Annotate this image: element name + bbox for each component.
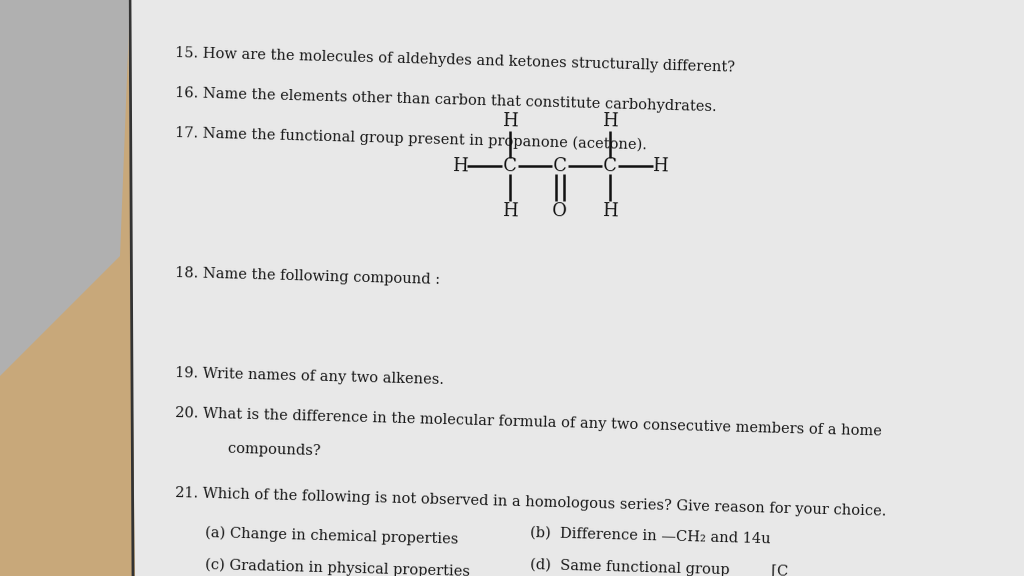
Text: 21. Which of the following is not observed in a homologous series? Give reason f: 21. Which of the following is not observ…: [175, 486, 887, 518]
Text: (b)  Difference in —CH₂ and 14u: (b) Difference in —CH₂ and 14u: [530, 526, 771, 546]
Text: H: H: [602, 112, 618, 130]
Text: 17. Name the functional group present in propanone (acetone).: 17. Name the functional group present in…: [175, 126, 647, 153]
Text: 16. Name the elements other than carbon that constitute carbohydrates.: 16. Name the elements other than carbon …: [175, 86, 717, 114]
Text: C: C: [603, 157, 617, 175]
Text: H: H: [502, 202, 518, 220]
Polygon shape: [0, 0, 130, 376]
Text: (c) Gradation in physical properties: (c) Gradation in physical properties: [205, 558, 470, 576]
Text: H: H: [602, 202, 618, 220]
Text: C: C: [553, 157, 567, 175]
Text: 18. Name the following compound :: 18. Name the following compound :: [175, 266, 440, 287]
Text: O: O: [552, 202, 567, 220]
Polygon shape: [128, 0, 1024, 576]
Text: H: H: [452, 157, 468, 175]
Text: 20. What is the difference in the molecular formula of any two consecutive membe: 20. What is the difference in the molecu…: [175, 406, 882, 438]
Text: 15. How are the molecules of aldehydes and ketones structurally different?: 15. How are the molecules of aldehydes a…: [175, 46, 735, 75]
Text: (a) Change in chemical properties: (a) Change in chemical properties: [205, 526, 459, 547]
Text: H: H: [502, 112, 518, 130]
Text: H: H: [652, 157, 668, 175]
Text: compounds?: compounds?: [200, 441, 321, 458]
Text: C: C: [503, 157, 517, 175]
Text: (d)  Same functional group         [C: (d) Same functional group [C: [530, 558, 788, 576]
Text: 19. Write names of any two alkenes.: 19. Write names of any two alkenes.: [175, 366, 444, 387]
